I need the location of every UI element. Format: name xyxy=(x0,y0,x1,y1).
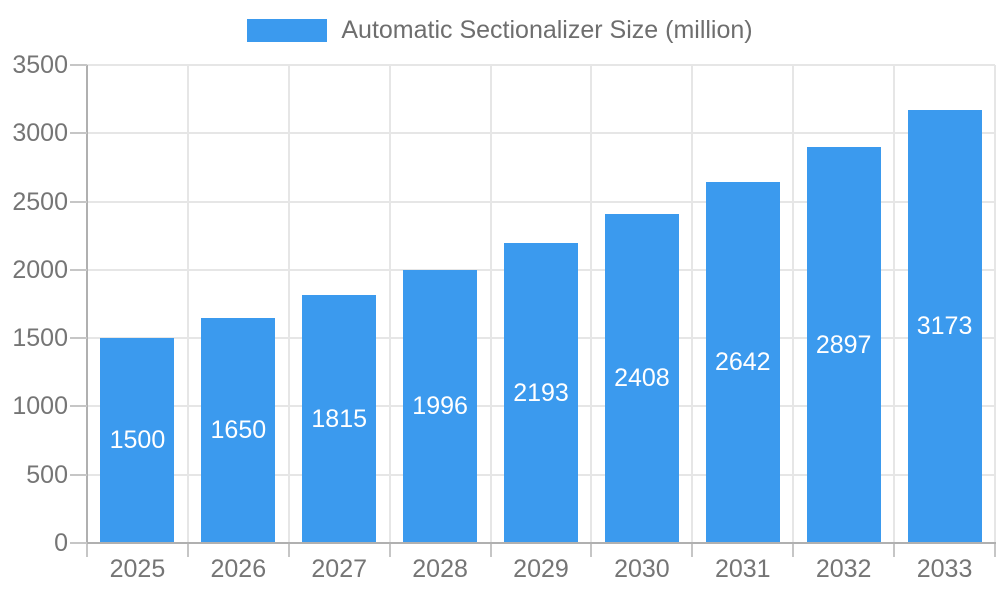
y-axis-tick xyxy=(70,337,87,340)
gridline-v xyxy=(691,65,694,543)
bar-value-label: 1500 xyxy=(109,426,166,454)
x-axis-tick xyxy=(86,544,88,557)
y-axis-tick-label: 500 xyxy=(26,460,68,489)
y-axis-tick xyxy=(70,64,87,66)
bar-value-label: 2193 xyxy=(513,378,569,407)
bar: 2193 xyxy=(504,243,578,543)
x-axis-tick xyxy=(893,544,896,557)
x-axis-tick-label: 2026 xyxy=(210,555,267,583)
bar-value-label: 3173 xyxy=(916,312,973,340)
x-axis-tick xyxy=(287,544,290,557)
y-axis-tick xyxy=(70,132,87,135)
gridline-v xyxy=(893,65,896,543)
bar: 2897 xyxy=(806,147,881,543)
legend-label: Automatic Sectionalizer Size (million) xyxy=(341,15,753,44)
x-axis-tick-label: 2027 xyxy=(311,555,368,583)
y-axis-tick xyxy=(70,268,87,271)
bar-value-label: 2642 xyxy=(714,348,771,376)
gridline-v xyxy=(186,65,189,543)
bar-value-label: 1996 xyxy=(412,392,468,420)
bar: 2642 xyxy=(705,182,780,543)
bar: 2408 xyxy=(604,214,679,543)
y-axis-tick-label: 3000 xyxy=(12,119,68,148)
gridline-h xyxy=(87,200,995,203)
bar-value-label: 2897 xyxy=(815,330,872,359)
y-axis-tick-label: 3500 xyxy=(12,51,68,79)
bar-value-label: 1650 xyxy=(210,416,267,444)
gridline-v xyxy=(287,65,290,543)
gridline-v xyxy=(994,65,996,543)
y-axis-line xyxy=(86,65,88,555)
x-axis-tick-label: 2033 xyxy=(916,555,973,583)
x-axis-tick-label: 2031 xyxy=(714,555,771,583)
x-axis-tick xyxy=(792,544,795,557)
x-axis-tick-label: 2032 xyxy=(815,555,872,583)
legend-swatch xyxy=(247,18,328,42)
x-axis-tick-label: 2025 xyxy=(109,555,166,583)
gridline-v xyxy=(792,65,795,543)
y-axis-tick-label: 1500 xyxy=(12,324,68,353)
x-axis-tick xyxy=(186,544,189,557)
y-axis-tick xyxy=(70,200,87,203)
x-axis-tick xyxy=(691,544,694,557)
bar: 1650 xyxy=(201,318,276,543)
x-axis-tick xyxy=(388,544,391,557)
gridline-h xyxy=(87,64,995,66)
bar: 1996 xyxy=(403,270,478,543)
bar: 3173 xyxy=(907,110,982,543)
y-axis-tick xyxy=(70,473,87,476)
x-axis-tick xyxy=(590,544,593,557)
y-axis-tick xyxy=(70,405,87,408)
x-axis-tick xyxy=(489,544,492,557)
bar: 1500 xyxy=(100,338,175,543)
x-axis-tick-label: 2028 xyxy=(412,555,468,583)
gridline-v xyxy=(489,65,492,543)
gridline-h xyxy=(87,132,995,135)
x-axis-tick-label: 2030 xyxy=(614,555,670,583)
bar-value-label: 1815 xyxy=(311,404,368,433)
plot-area: 1500 1650 1815 1996 2193 2408 2642 2897 3173 xyxy=(87,64,996,543)
bar-value-label: 2408 xyxy=(614,364,670,392)
x-axis-line xyxy=(70,542,996,544)
y-axis-tick-label: 2000 xyxy=(12,255,68,284)
y-axis-tick xyxy=(70,542,87,544)
x-axis-tick xyxy=(994,544,996,557)
chart-legend: Automatic Sectionalizer Size (million) xyxy=(0,15,1000,44)
gridline-v xyxy=(388,65,391,543)
y-axis-tick-label: 2500 xyxy=(12,187,68,216)
gridline-v xyxy=(590,65,593,543)
bar: 1815 xyxy=(302,295,377,543)
y-axis-tick-label: 0 xyxy=(54,529,68,557)
x-axis-tick-label: 2029 xyxy=(513,555,569,583)
y-axis-tick-label: 1000 xyxy=(12,392,68,421)
